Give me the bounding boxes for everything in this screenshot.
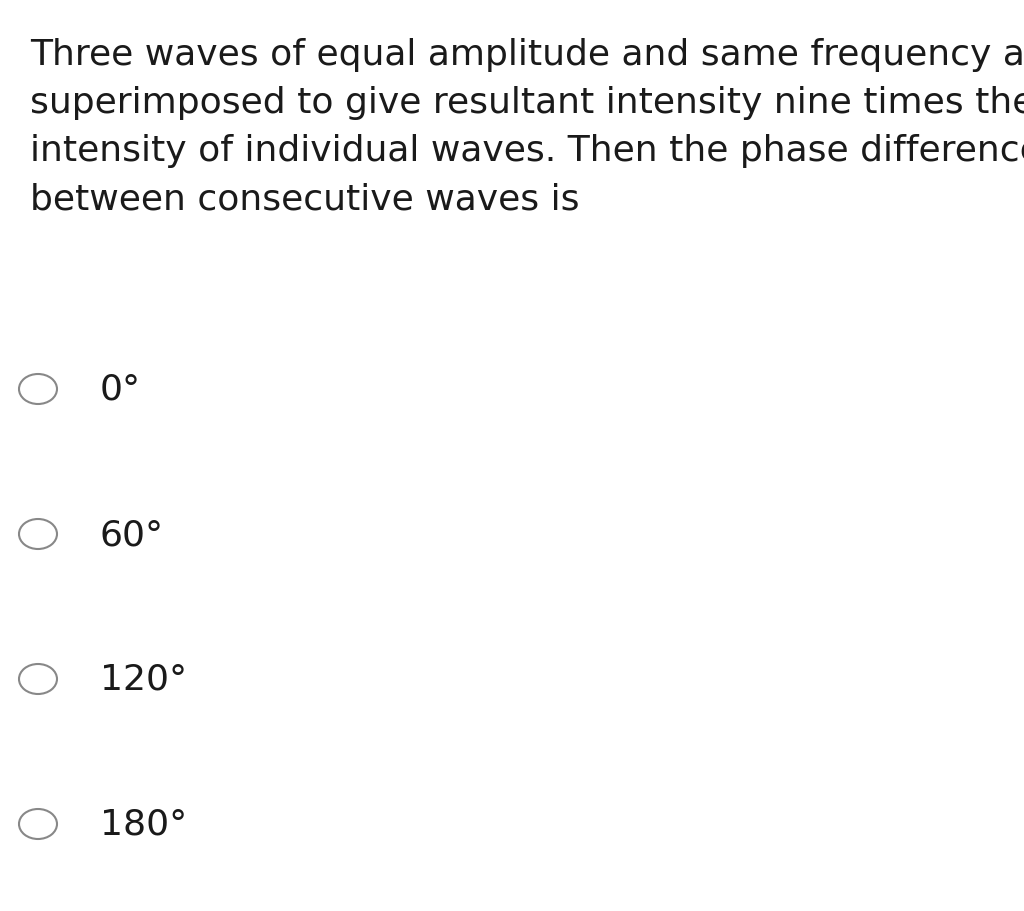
Text: 180°: 180°: [100, 807, 187, 841]
Ellipse shape: [19, 809, 57, 839]
Ellipse shape: [19, 664, 57, 694]
Text: intensity of individual waves. Then the phase difference: intensity of individual waves. Then the …: [30, 134, 1024, 168]
Text: between consecutive waves is: between consecutive waves is: [30, 182, 580, 216]
Text: superimposed to give resultant intensity nine times the: superimposed to give resultant intensity…: [30, 86, 1024, 120]
Text: 60°: 60°: [100, 517, 164, 551]
Text: 0°: 0°: [100, 373, 141, 406]
Ellipse shape: [19, 519, 57, 549]
Text: 120°: 120°: [100, 662, 187, 696]
Ellipse shape: [19, 374, 57, 404]
Text: Three waves of equal amplitude and same frequency are: Three waves of equal amplitude and same …: [30, 38, 1024, 72]
